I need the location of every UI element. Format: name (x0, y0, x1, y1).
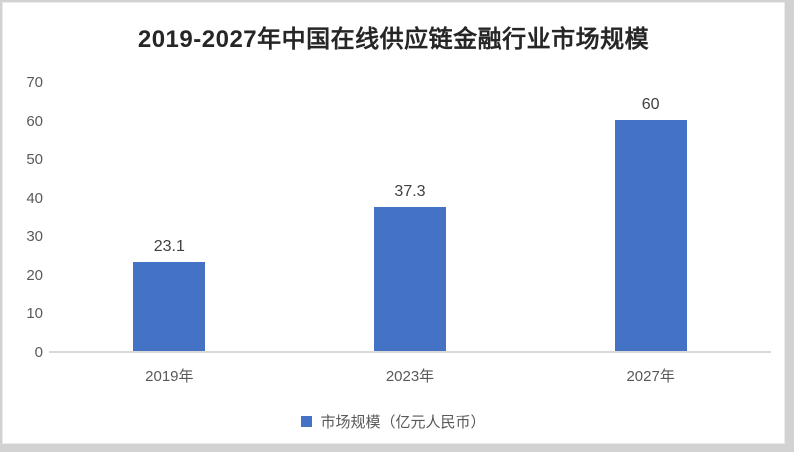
bar-value-label: 60 (641, 95, 660, 113)
y-tick-label: 30 (26, 228, 43, 246)
y-tick-label: 0 (34, 344, 43, 361)
bar-2023年 (374, 207, 446, 351)
chart-card: 2019-2027年中国在线供应链金融行业市场规模 0 10 20 30 40 50 60 7… (2, 2, 785, 444)
plot-area: 0 10 20 30 40 50 60 70 23.1 2019年 37.3 2023年 60 2027年 (26, 74, 771, 385)
legend-marker-icon (301, 416, 313, 427)
legend: 市场规模（亿元人民币） (3, 411, 784, 432)
bar-2027年 (614, 119, 687, 351)
y-tick-label: 60 (26, 112, 43, 130)
bar-value-label: 37.3 (394, 183, 426, 201)
legend-label: 市场规模（亿元人民币） (320, 414, 486, 431)
y-tick-label: 40 (26, 189, 43, 207)
bar-value-label: 23.1 (153, 237, 185, 255)
x-axis-label: 2027年 (626, 368, 675, 385)
chart-title: 2019-2027年中国在线供应链金融行业市场规模 (137, 26, 650, 53)
y-tick-label: 70 (26, 74, 43, 91)
bar-2019年 (133, 261, 206, 351)
y-tick-label: 20 (26, 266, 43, 284)
x-axis-label: 2023年 (385, 368, 435, 385)
y-tick-label: 50 (26, 151, 43, 169)
x-axis-label: 2019年 (145, 368, 194, 385)
y-tick-label: 10 (26, 305, 43, 323)
